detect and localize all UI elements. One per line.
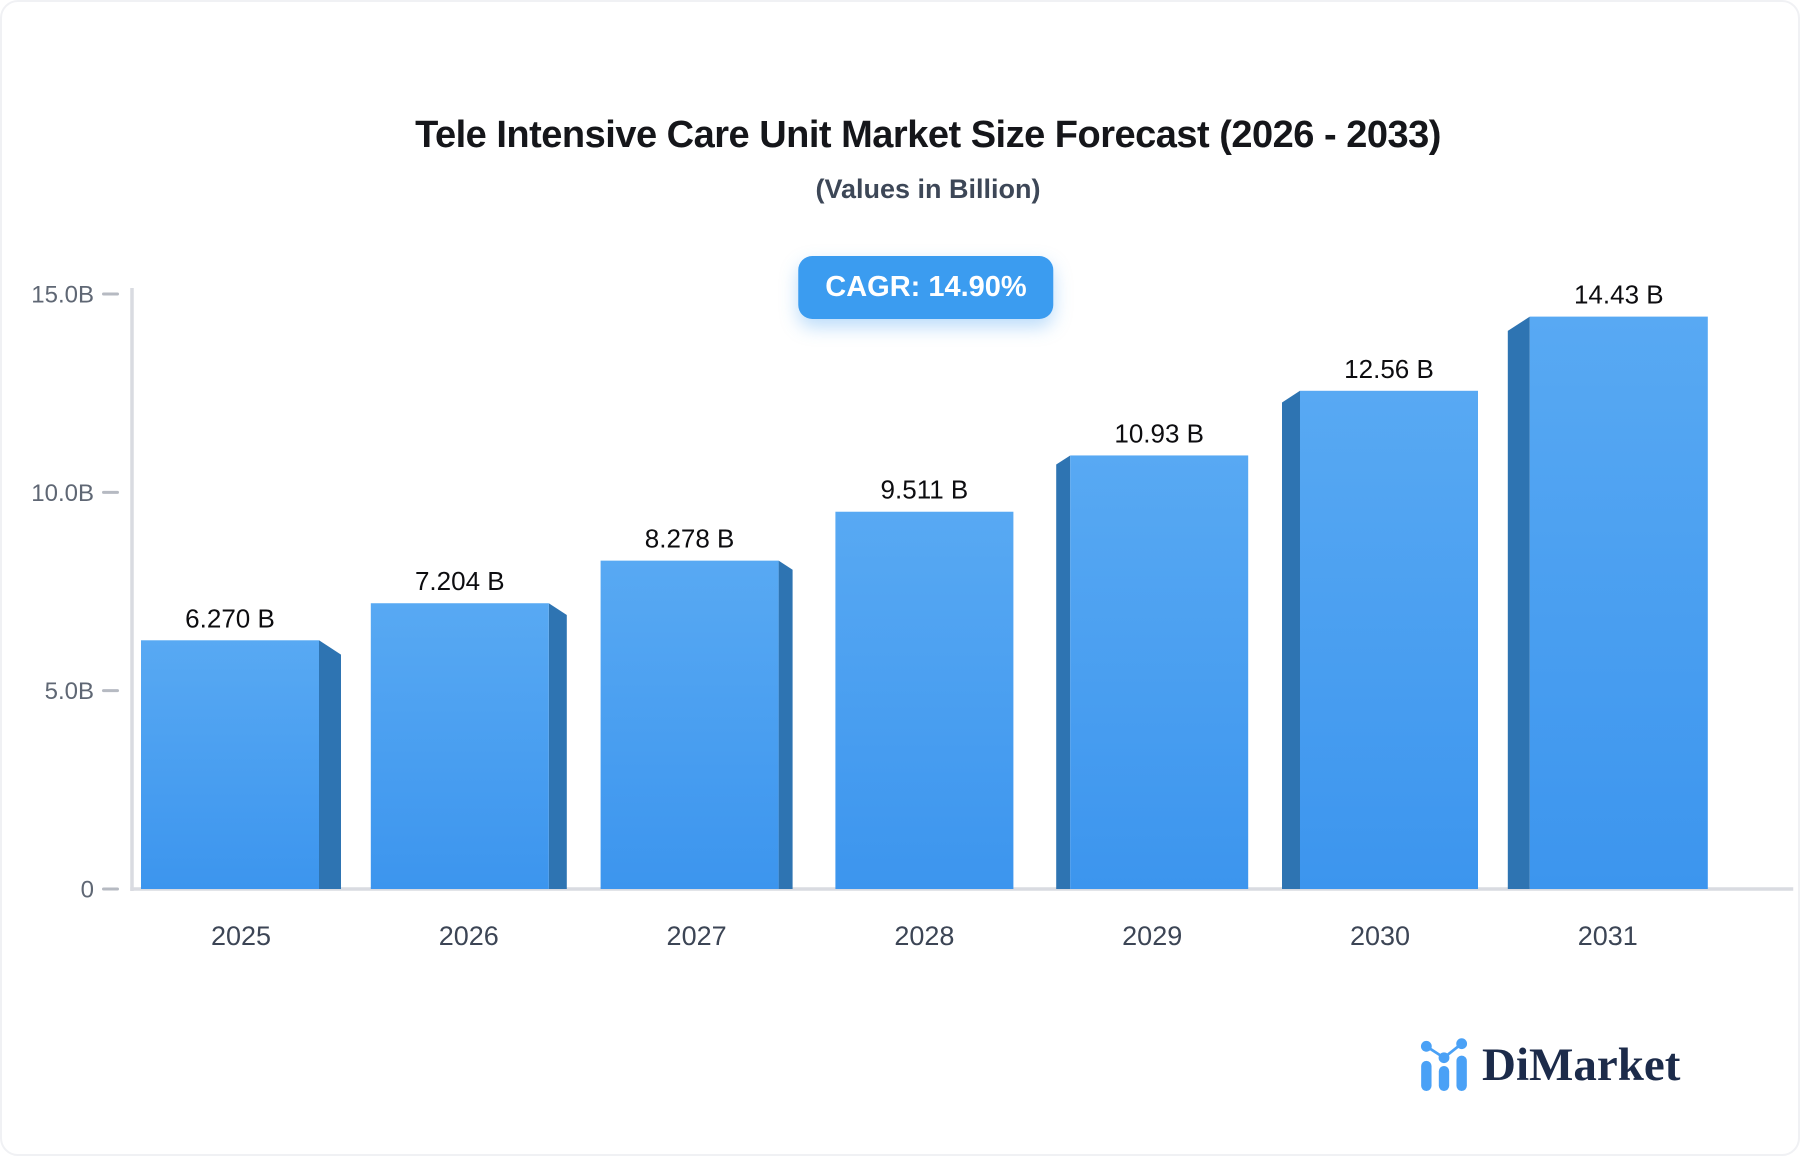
bar-front-face [835, 511, 1014, 889]
dimarket-logo-text: DiMarket [1482, 1038, 1681, 1091]
chart-subtitle: (Values in Billion) [815, 174, 1041, 204]
y-tick [102, 292, 119, 296]
cagr-badge: CAGR: 14.90% [798, 256, 1054, 319]
y-tick [102, 887, 119, 891]
y-tick-label: 0 [81, 877, 94, 904]
x-tick-label: 2026 [439, 921, 499, 951]
bar-front-face [600, 560, 779, 889]
bar-front-face [370, 603, 549, 889]
x-tick-label: 2029 [1122, 921, 1182, 951]
bar-value-label: 12.56 B [1344, 354, 1434, 384]
dimarket-mark-icon [1420, 1038, 1468, 1091]
bar-side-face [1282, 390, 1300, 889]
bar-side-face [319, 640, 341, 889]
y-tick-label: 5.0B [45, 678, 94, 705]
x-tick-label: 2030 [1350, 921, 1410, 951]
bar-value-label: 8.278 B [645, 524, 735, 554]
x-tick-label: 2031 [1578, 921, 1638, 951]
bar-front-face [1300, 390, 1478, 889]
y-tick-label: 15.0B [31, 282, 94, 309]
bar-value-label: 7.204 B [415, 566, 505, 596]
bar-value-label: 9.511 B [881, 475, 969, 505]
chart-title: Tele Intensive Care Unit Market Size For… [415, 114, 1441, 156]
bar-group-2029[interactable]: 10.93 B [1056, 418, 1249, 889]
bar-group-2031[interactable]: 14.43 B [1507, 280, 1708, 889]
bar-group-2025[interactable]: 6.270 B [141, 603, 341, 889]
bar-front-face [1070, 455, 1249, 889]
bar-side-face [1507, 316, 1530, 889]
y-tick [102, 490, 119, 494]
bar-front-face [1529, 316, 1708, 889]
bar-side-face [548, 603, 567, 889]
bar-value-label: 14.43 B [1574, 280, 1664, 310]
bar-value-label: 6.270 B [185, 603, 275, 633]
bar-group-2028[interactable]: 9.511 B [835, 475, 1014, 889]
bar-side-face [778, 560, 793, 889]
y-axis-line [130, 288, 134, 891]
bar-value-label: 10.93 B [1114, 418, 1204, 448]
bar-group-2027[interactable]: 8.278 B [600, 524, 793, 889]
bar-side-face [1056, 455, 1071, 889]
y-tick-label: 10.0B [31, 480, 94, 507]
bar-front-face [141, 640, 319, 889]
bar-group-2026[interactable]: 7.204 B [370, 566, 567, 889]
x-tick-label: 2027 [667, 921, 727, 951]
x-tick-label: 2028 [894, 921, 954, 951]
brand-logo: DiMarket [1419, 1038, 1680, 1092]
y-tick [102, 689, 119, 693]
x-tick-label: 2025 [211, 921, 271, 951]
bar-group-2030[interactable]: 12.56 B [1282, 354, 1478, 889]
